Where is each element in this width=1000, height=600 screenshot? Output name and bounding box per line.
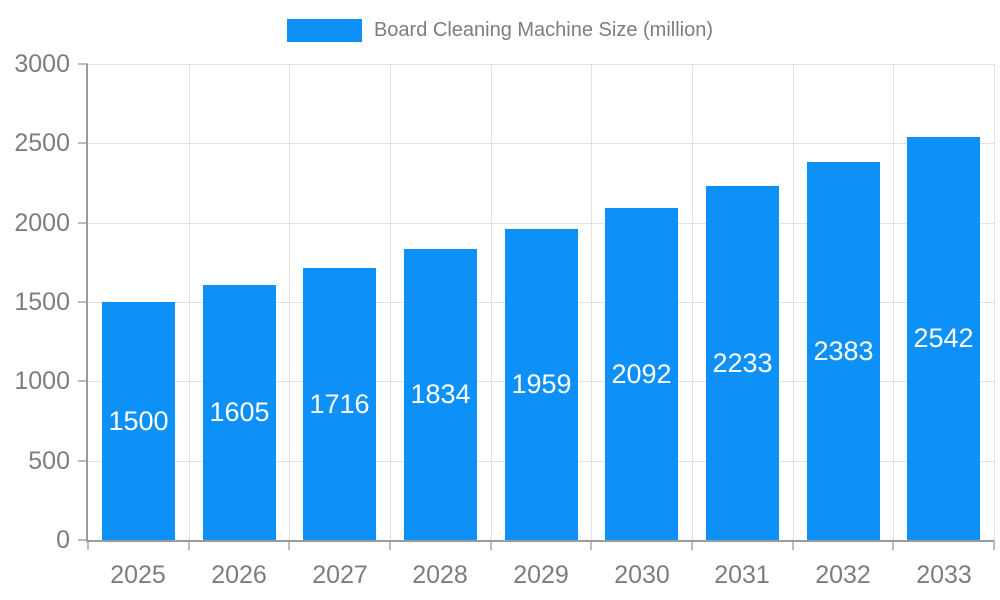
x-tick-label: 2027 — [312, 561, 368, 589]
x-tick-label: 2025 — [110, 561, 166, 589]
y-gridline — [88, 143, 994, 144]
y-tick-label: 2500 — [14, 129, 70, 157]
x-tick — [590, 540, 592, 550]
x-gridline — [692, 64, 693, 540]
bar-2029[interactable]: 1959 — [505, 229, 578, 540]
x-tick-label: 2029 — [513, 561, 569, 589]
y-tick — [78, 460, 88, 462]
y-tick — [78, 63, 88, 65]
x-tick — [792, 540, 794, 550]
x-gridline — [591, 64, 592, 540]
x-tick-label: 2032 — [815, 561, 871, 589]
bar-value-label: 1500 — [108, 405, 169, 436]
x-tick — [188, 540, 190, 550]
y-tick-label: 1000 — [14, 367, 70, 395]
x-gridline — [994, 64, 995, 540]
bar-2026[interactable]: 1605 — [203, 285, 276, 540]
x-tick-label: 2030 — [614, 561, 670, 589]
x-tick — [389, 540, 391, 550]
bar-value-label: 1834 — [410, 379, 471, 409]
x-gridline — [491, 64, 492, 540]
x-tick-label: 2031 — [714, 561, 770, 589]
y-tick-label: 3000 — [14, 50, 70, 78]
bar-value-label: 2383 — [813, 335, 874, 366]
x-gridline — [289, 64, 290, 540]
x-tick-label: 2028 — [412, 561, 468, 589]
bar-value-label: 1716 — [309, 388, 370, 419]
bar-value-label: 1605 — [209, 397, 270, 427]
x-tick — [892, 540, 894, 550]
legend-swatch — [286, 18, 362, 42]
y-tick-label: 0 — [56, 526, 70, 554]
bar-2032[interactable]: 2383 — [807, 162, 880, 540]
y-tick — [78, 142, 88, 144]
x-tick — [87, 540, 89, 550]
y-tick — [78, 380, 88, 382]
y-tick — [78, 539, 88, 541]
bar-value-label: 2233 — [712, 347, 773, 378]
bar-2025[interactable]: 1500 — [102, 302, 175, 540]
x-axis-line — [86, 540, 994, 542]
bar-value-label: 1959 — [511, 369, 572, 399]
bar-2028[interactable]: 1834 — [404, 249, 477, 540]
bar-value-label: 2092 — [611, 358, 672, 389]
y-gridline — [88, 223, 994, 224]
bar-2033[interactable]: 2542 — [907, 137, 980, 540]
x-tick — [288, 540, 290, 550]
x-tick — [490, 540, 492, 550]
y-tick — [78, 222, 88, 224]
x-tick-label: 2033 — [916, 561, 972, 589]
x-tick — [993, 540, 995, 550]
legend-label: Board Cleaning Machine Size (million) — [373, 18, 714, 41]
bar-2031[interactable]: 2233 — [706, 186, 779, 540]
y-tick-label: 500 — [28, 447, 70, 475]
bar-2030[interactable]: 2092 — [605, 208, 678, 540]
x-tick — [691, 540, 693, 550]
x-tick-label: 2026 — [211, 561, 267, 589]
x-gridline — [893, 64, 894, 540]
x-gridline — [189, 64, 190, 540]
x-gridline — [390, 64, 391, 540]
bar-2027[interactable]: 1716 — [303, 268, 376, 540]
y-tick-label: 2000 — [14, 209, 70, 237]
y-tick — [78, 301, 88, 303]
x-gridline — [793, 64, 794, 540]
y-axis-line — [86, 64, 88, 542]
y-gridline — [88, 64, 994, 65]
y-tick-label: 1500 — [14, 288, 70, 316]
bar-value-label: 2542 — [913, 323, 974, 353]
legend[interactable]: Board Cleaning Machine Size (million) — [0, 16, 1000, 44]
